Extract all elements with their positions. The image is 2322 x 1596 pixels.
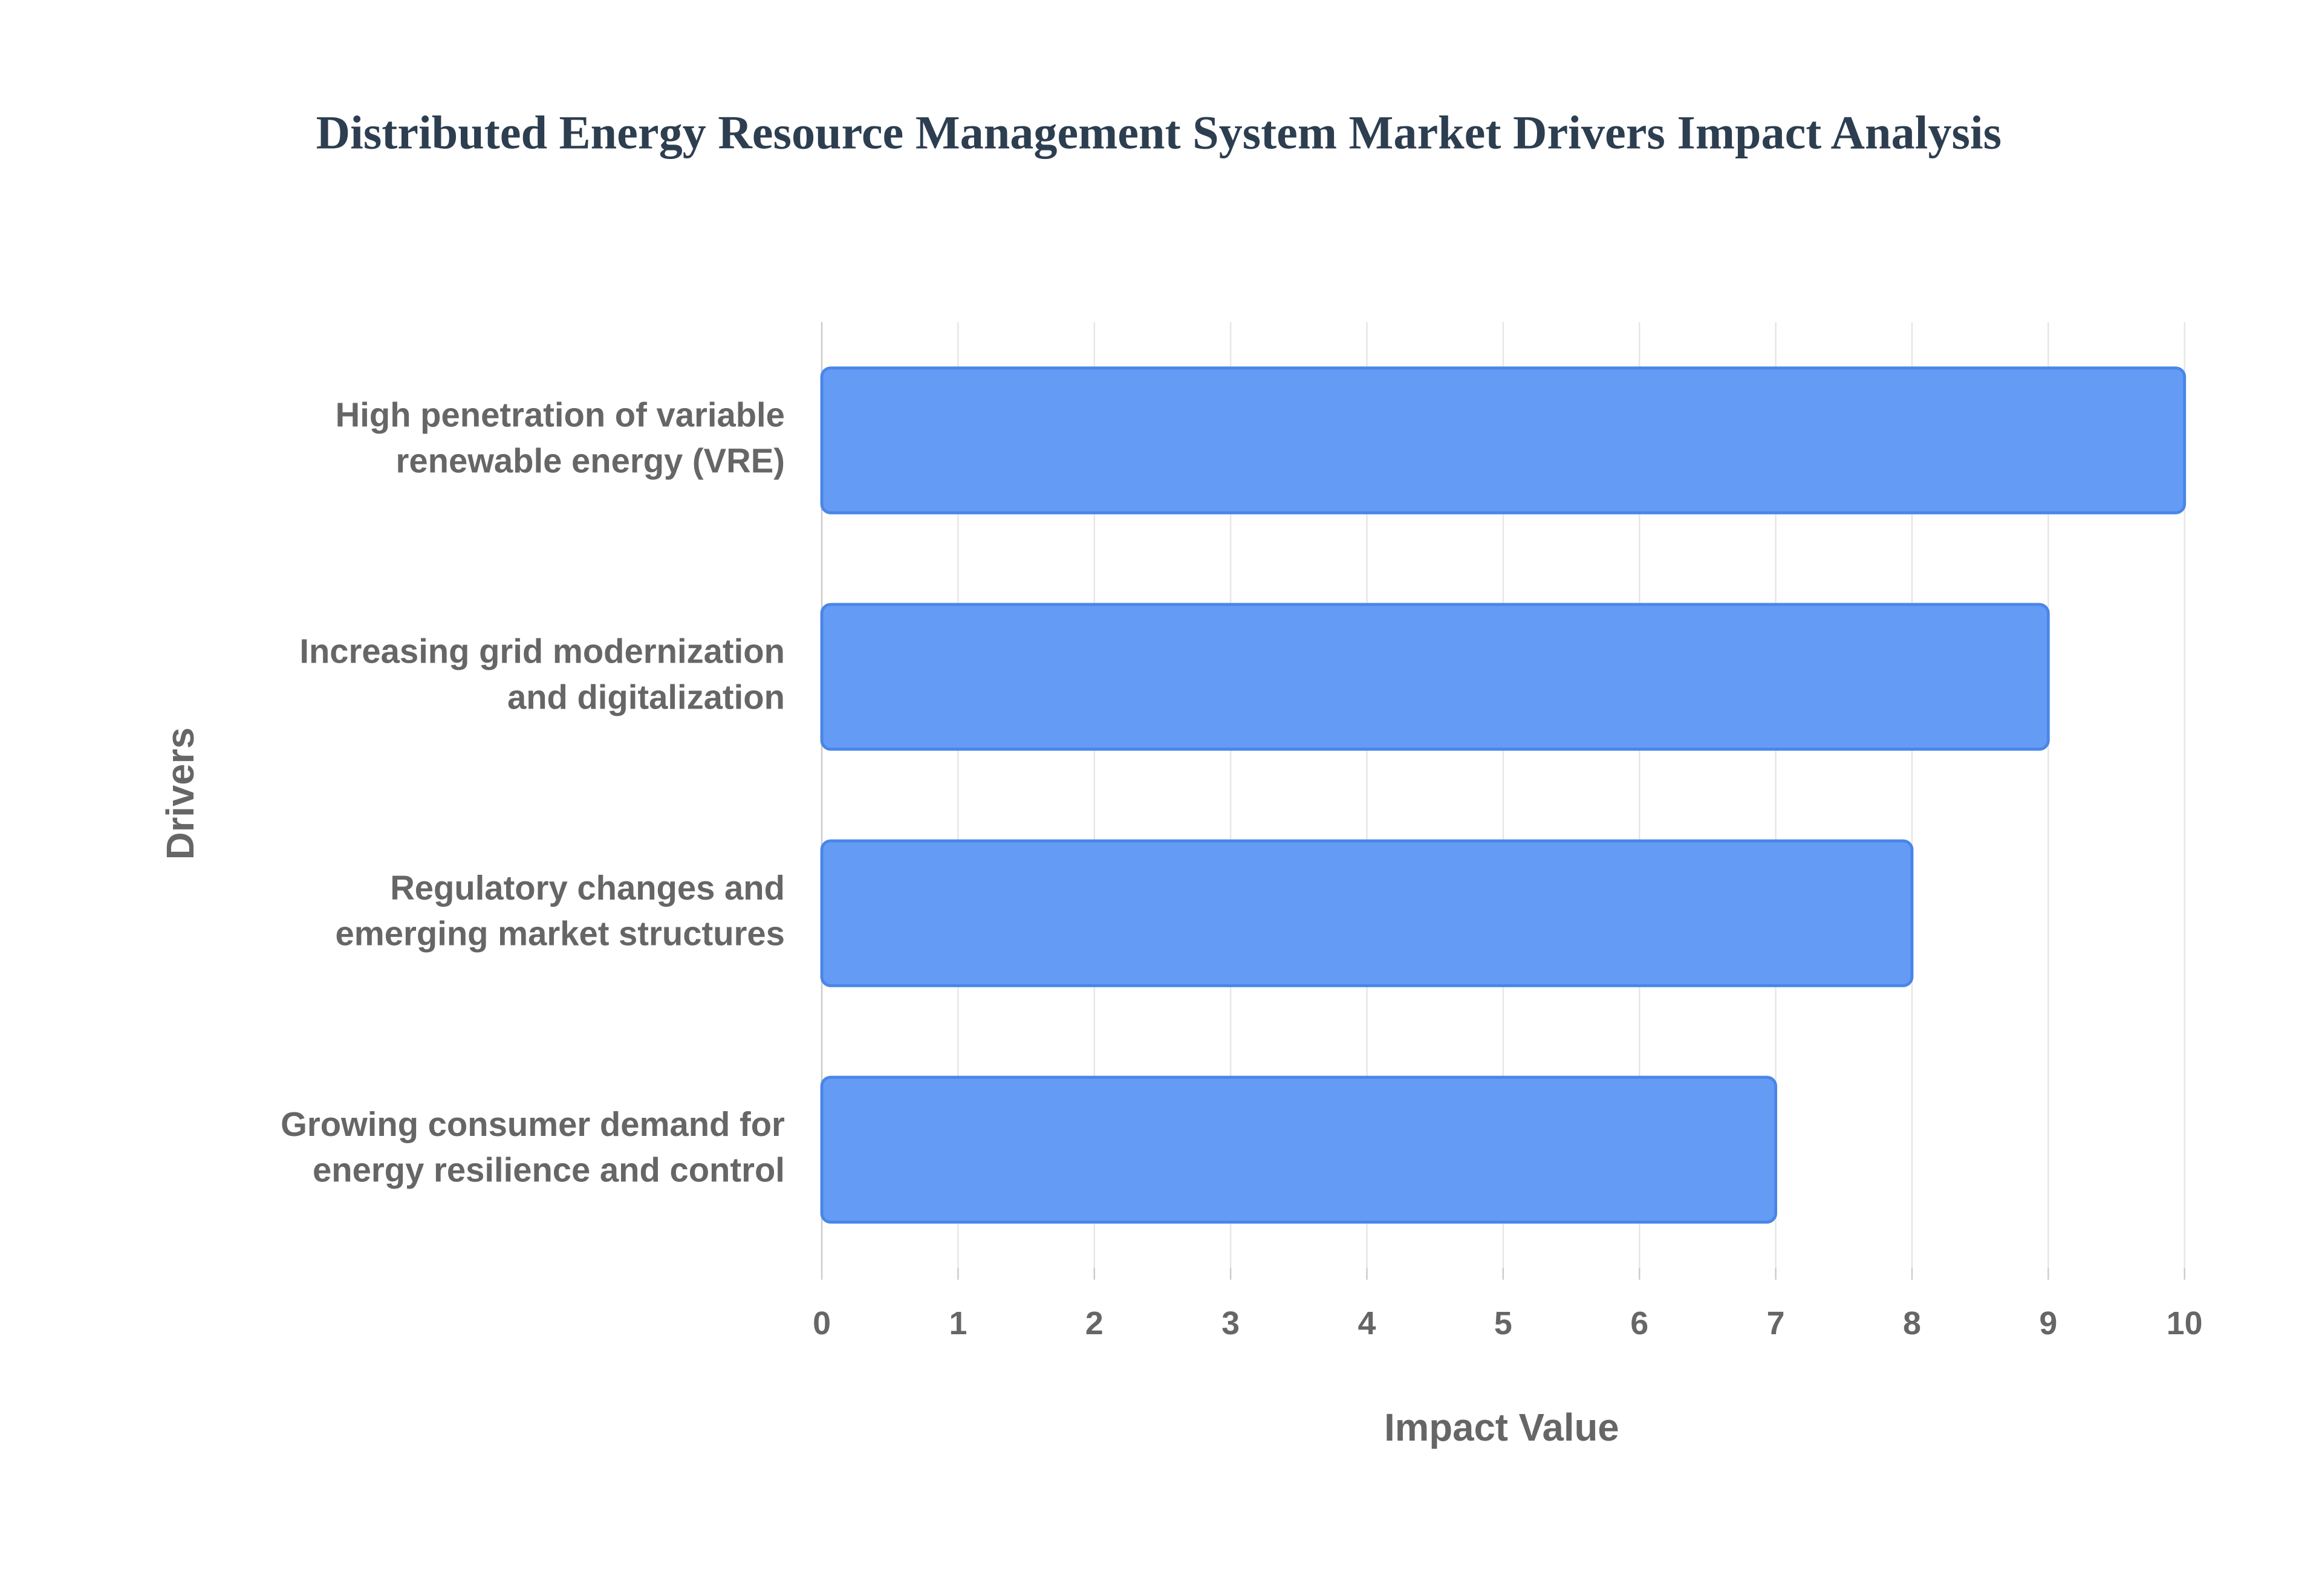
y-tick-label: Growing consumer demand for energy resili…: [281, 1105, 785, 1189]
x-axis-label: Impact Value: [1384, 1406, 1619, 1449]
y-tick-label-line: energy resilience and control: [313, 1150, 785, 1189]
y-tick-label: High penetration of variable renewable en…: [336, 395, 785, 479]
bar: [820, 603, 2050, 751]
y-tick-label-line: High penetration of variable: [336, 395, 785, 433]
x-tick-label: 6: [1630, 1305, 1648, 1341]
x-tick-label: 0: [813, 1305, 831, 1341]
y-tick-label-line: Increasing grid modernization: [299, 632, 785, 670]
y-tick-label: Increasing grid modernization and digital…: [299, 632, 785, 716]
y-tick-label-line: Regulatory changes and: [390, 869, 785, 907]
x-tick-label: 2: [1085, 1305, 1104, 1341]
y-tick-label-line: and digitalization: [507, 678, 785, 716]
bar: [820, 366, 2187, 514]
y-tick-label-line: emerging market structures: [336, 914, 785, 952]
y-axis-label: Drivers: [159, 727, 202, 860]
x-tick-label: 1: [949, 1305, 967, 1341]
bar: [820, 1075, 1778, 1224]
y-tick-label: Regulatory changes and emerging market st…: [336, 869, 785, 953]
x-tick-label: 8: [1903, 1305, 1921, 1341]
x-tick-label: 5: [1494, 1305, 1512, 1341]
chart-title: Distributed Energy Resource Management S…: [316, 106, 2002, 158]
x-tick-label: 3: [1221, 1305, 1240, 1341]
x-tick-label: 10: [2167, 1305, 2203, 1341]
bar: [820, 839, 1914, 987]
y-tick-label-line: Growing consumer demand for: [281, 1105, 785, 1143]
x-tick-label: 9: [2039, 1305, 2057, 1341]
y-tick-label-line: renewable energy (VRE): [395, 441, 784, 479]
x-tick-label: 4: [1358, 1305, 1376, 1341]
x-tick-label: 7: [1767, 1305, 1785, 1341]
